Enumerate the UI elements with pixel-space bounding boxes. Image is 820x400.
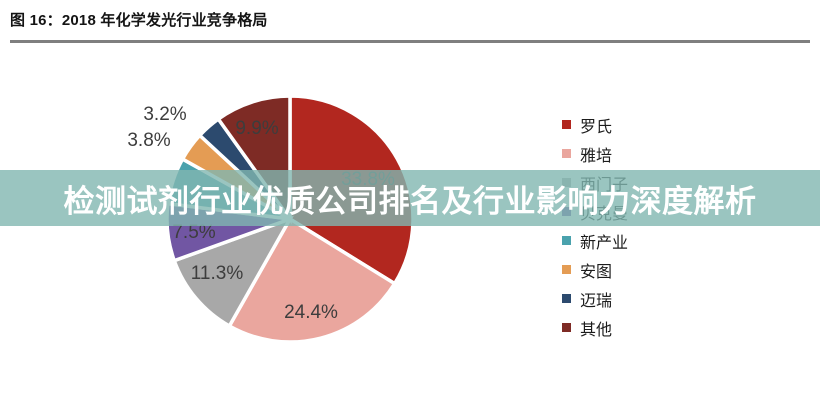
figure-title: 图 16：2018 年化学发光行业竞争格局 — [10, 12, 268, 29]
legend-swatch — [562, 265, 571, 274]
legend-label: 雅培 — [580, 147, 613, 165]
pie-slice-label: 3.8% — [127, 130, 170, 151]
legend-label: 迈瑞 — [580, 292, 613, 310]
legend-label: 安图 — [580, 263, 613, 281]
promo-overlay-banner: 检测试剂行业优质公司排名及行业影响力深度解析 — [0, 170, 820, 226]
title-divider — [10, 40, 810, 43]
chart-legend: 罗氏雅培西门子贝克曼新产业安图迈瑞其他 — [562, 110, 628, 342]
legend-swatch — [562, 149, 571, 158]
legend-item-1: 雅培 — [562, 139, 628, 168]
legend-item-4: 新产业 — [562, 226, 628, 255]
legend-label: 其他 — [580, 321, 613, 339]
pie-slice-2 — [172, 215, 294, 329]
legend-swatch — [562, 236, 571, 245]
legend-swatch — [562, 294, 571, 303]
pie-slice-label: 7.5% — [172, 222, 215, 243]
legend-item-6: 迈瑞 — [562, 284, 628, 313]
legend-label: 罗氏 — [580, 118, 613, 136]
legend-swatch — [562, 323, 571, 332]
legend-item-5: 安图 — [562, 255, 628, 284]
pie-slice-label: 24.4% — [284, 302, 338, 323]
legend-label: 新产业 — [580, 234, 629, 252]
promo-overlay-text: 检测试剂行业优质公司排名及行业影响力深度解析 — [63, 183, 757, 219]
pie-slice-label: 3.2% — [143, 104, 186, 125]
legend-item-7: 其他 — [562, 313, 628, 342]
pie-slice-label: 9.9% — [235, 118, 278, 139]
pie-slice-1 — [227, 216, 398, 344]
pie-slice-label: 11.3% — [191, 263, 244, 284]
legend-item-0: 罗氏 — [562, 110, 628, 139]
legend-swatch — [562, 120, 571, 129]
